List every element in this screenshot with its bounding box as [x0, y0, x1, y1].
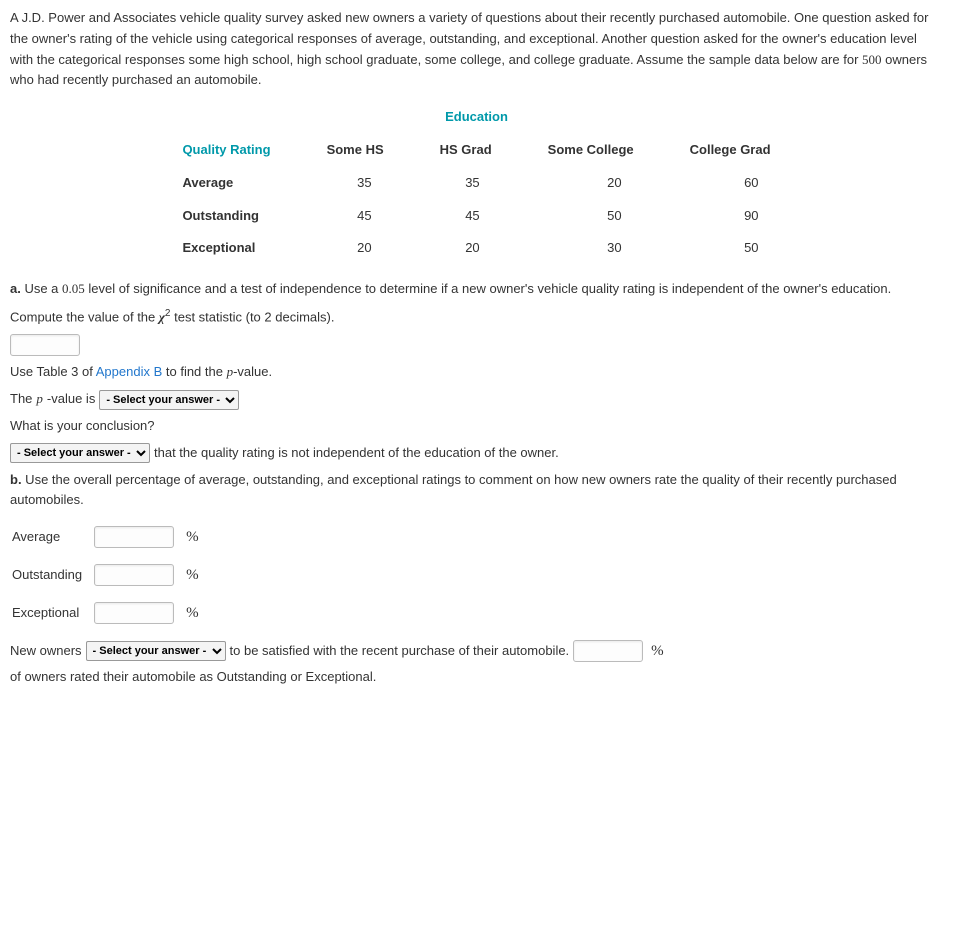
- alpha-level: 0.05: [62, 281, 85, 296]
- final-tail: of owners rated their automobile as Outs…: [10, 667, 376, 688]
- pvalue-select[interactable]: - Select your answer -: [99, 390, 239, 410]
- col-some-college: Some College: [520, 134, 662, 167]
- average-pct-input[interactable]: [94, 526, 174, 548]
- use-table-line: Use Table 3 of Appendix B to find the p-…: [10, 362, 943, 383]
- compute-pre: Compute the value of the: [10, 309, 159, 324]
- final-mid: to be satisfied with the recent purchase…: [230, 641, 570, 662]
- quality-rating-header: Quality Rating: [154, 134, 298, 167]
- part-b-label: b.: [10, 472, 22, 487]
- cell: 45: [299, 200, 412, 233]
- part-a-label: a.: [10, 281, 21, 296]
- row-label-exceptional: Exceptional: [154, 232, 298, 265]
- pct-symbol: %: [186, 519, 209, 555]
- pvalue-mid: -value is: [47, 389, 95, 410]
- education-super-header: Education: [10, 107, 943, 128]
- part-a-text2: level of significance and a test of inde…: [85, 281, 891, 296]
- part-b-prompt: b. Use the overall percentage of average…: [10, 470, 943, 512]
- pct-label-average: Average: [12, 519, 92, 555]
- row-label-outstanding: Outstanding: [154, 200, 298, 233]
- final-sentence: New owners - Select your answer - to be …: [10, 639, 943, 688]
- chi2-input[interactable]: [10, 334, 80, 356]
- table-row: Average 35 35 20 60: [154, 167, 798, 200]
- compute-post: test statistic (to 2 decimals).: [170, 309, 334, 324]
- sample-size: 500: [862, 52, 882, 67]
- cell: 35: [412, 167, 520, 200]
- cell: 35: [299, 167, 412, 200]
- pct-label-exceptional: Exceptional: [12, 595, 92, 631]
- exceptional-pct-input[interactable]: [94, 602, 174, 624]
- use-table-pre: Use Table 3 of: [10, 364, 96, 379]
- outstanding-pct-input[interactable]: [94, 564, 174, 586]
- intro-text: A J.D. Power and Associates vehicle qual…: [10, 10, 928, 67]
- pct-symbol: %: [186, 595, 209, 631]
- use-table-tail: -value.: [233, 364, 272, 379]
- conclusion-question: What is your conclusion?: [10, 416, 943, 437]
- conclusion-line: - Select your answer - that the quality …: [10, 443, 943, 464]
- contingency-table: Quality Rating Some HS HS Grad Some Coll…: [154, 134, 798, 265]
- cell: 50: [520, 200, 662, 233]
- pct-symbol: %: [186, 557, 209, 593]
- col-some-hs: Some HS: [299, 134, 412, 167]
- combined-pct-input[interactable]: [573, 640, 643, 662]
- col-college-grad: College Grad: [662, 134, 799, 167]
- use-table-post: to find the: [162, 364, 226, 379]
- satisfaction-select[interactable]: - Select your answer -: [86, 641, 226, 661]
- part-a-text1: Use a: [21, 281, 62, 296]
- final-pct-symbol: %: [647, 639, 664, 663]
- pct-label-outstanding: Outstanding: [12, 557, 92, 593]
- table-row: Outstanding 45 45 50 90: [154, 200, 798, 233]
- percentage-table: Average % Outstanding % Exceptional %: [10, 517, 211, 633]
- pvalue-pre: The: [10, 389, 32, 410]
- cell: 45: [412, 200, 520, 233]
- cell: 30: [520, 232, 662, 265]
- part-b-text: Use the overall percentage of average, o…: [10, 472, 897, 508]
- row-label-average: Average: [154, 167, 298, 200]
- table-row: Exceptional 20 20 30 50: [154, 232, 798, 265]
- conclusion-tail: that the quality rating is not independe…: [154, 443, 559, 464]
- cell: 60: [662, 167, 799, 200]
- conclusion-select[interactable]: - Select your answer -: [10, 443, 150, 463]
- cell: 50: [662, 232, 799, 265]
- cell: 20: [520, 167, 662, 200]
- compute-chi2-prompt: Compute the value of the χ2 test statist…: [10, 306, 943, 328]
- part-a-prompt: a. Use a 0.05 level of significance and …: [10, 279, 943, 300]
- final-pre: New owners: [10, 641, 82, 662]
- pvalue-line: The p-value is - Select your answer -: [10, 389, 943, 410]
- cell: 20: [299, 232, 412, 265]
- intro-paragraph: A J.D. Power and Associates vehicle qual…: [10, 8, 943, 91]
- p-var2: p: [36, 389, 43, 410]
- appendix-b-link[interactable]: Appendix B: [96, 364, 163, 379]
- cell: 20: [412, 232, 520, 265]
- cell: 90: [662, 200, 799, 233]
- col-hs-grad: HS Grad: [412, 134, 520, 167]
